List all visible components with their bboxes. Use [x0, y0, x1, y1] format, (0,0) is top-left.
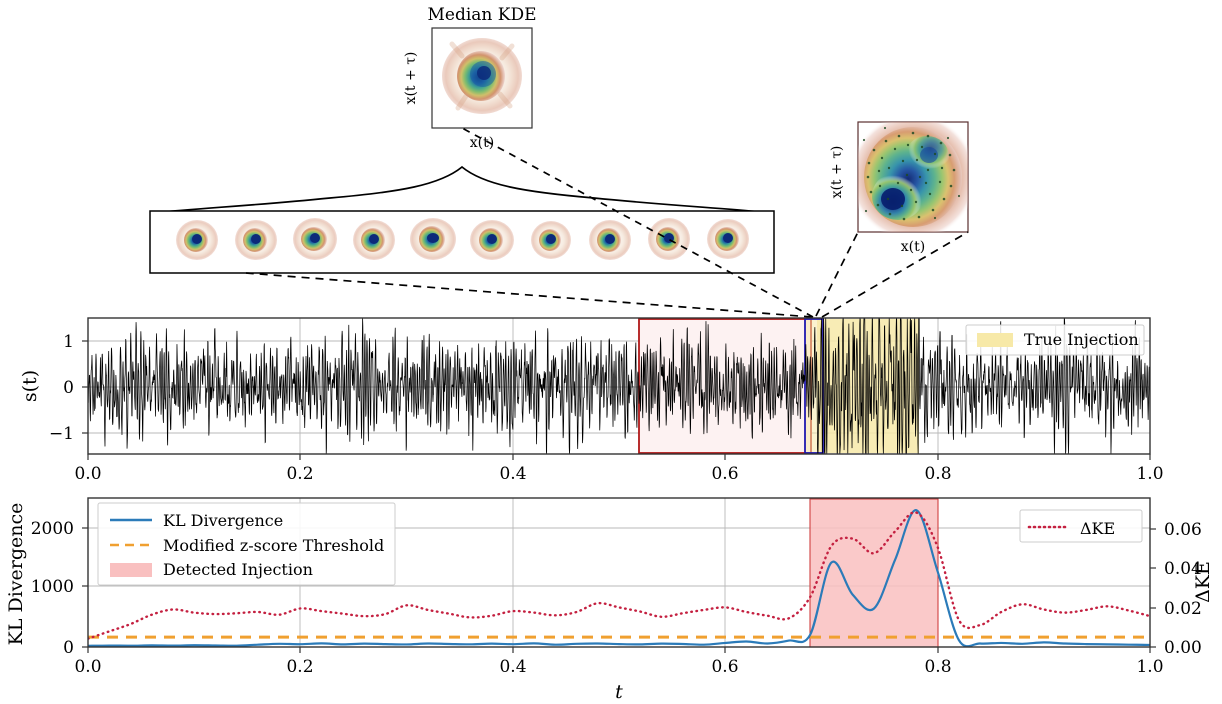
- kl-ytick-2000: 2000: [31, 519, 74, 539]
- kde-strip-item: [176, 220, 218, 260]
- kde-strip-item: [293, 218, 337, 260]
- legend-delta-ke-label: ΔKE: [1080, 519, 1115, 538]
- ke-ytick-004: 0.04: [1164, 559, 1202, 579]
- kl-ytick-0: 0: [63, 638, 74, 658]
- kl-x-ticks: 0.0 0.2 0.4 0.6 0.8 1.0: [74, 647, 1164, 677]
- median-kde-panel: Median KDE x(t) x(t + τ): [403, 5, 537, 151]
- connector-to-window-right: [821, 231, 969, 318]
- kl-legend-left[interactable]: KL Divergence Modified z-score Threshold…: [97, 502, 396, 586]
- kl-xtick-5: 1.0: [1136, 657, 1163, 677]
- kl-axes-frame: [87, 497, 1151, 648]
- signal-xtick-3: 0.6: [711, 464, 738, 484]
- legend-threshold-label: Modified z-score Threshold: [163, 536, 384, 555]
- signal-ytick-0: 0: [63, 378, 74, 398]
- kl-y-ticks-left: 2000 1000 0: [31, 519, 88, 658]
- signal-axes-frame: [87, 317, 1151, 455]
- signal-xtick-4: 0.8: [924, 464, 951, 484]
- kde-strip-panel: [149, 165, 775, 274]
- kl-panel: 2000 1000 0 0.06 0.04 0.02 0.00 0.0 0.2 …: [5, 497, 1214, 703]
- window-kde-xlabel: x(t): [901, 239, 925, 255]
- kl-xtick-1: 0.2: [286, 657, 313, 677]
- kl-xtick-3: 0.6: [711, 657, 738, 677]
- signal-ytick-1: 1: [63, 332, 74, 352]
- legend-detected-label: Detected Injection: [163, 560, 313, 579]
- kde-strip-item: [470, 220, 514, 260]
- signal-xtick-5: 1.0: [1136, 464, 1163, 484]
- signal-x-ticks: 0.0 0.2 0.4 0.6 0.8 1.0: [74, 454, 1164, 484]
- kde-strip-item: [531, 221, 571, 259]
- kl-xtick-0: 0.0: [74, 657, 101, 677]
- window-kde-ylabel: x(t + τ): [829, 146, 845, 199]
- delta-ke-line: [88, 511, 1150, 640]
- signal-ytick-neg1: −1: [49, 424, 74, 444]
- kl-xlabel: t: [615, 681, 623, 703]
- kde-strip-item: [235, 220, 277, 260]
- kde-strip-items: [176, 218, 749, 260]
- ke-ytick-002: 0.02: [1164, 599, 1202, 619]
- kl-ylabel-right: ΔKE: [1192, 561, 1214, 603]
- median-kde-ylabel: x(t + τ): [403, 52, 419, 105]
- kde-strip-item: [589, 220, 631, 260]
- signal-legend[interactable]: True Injection: [965, 324, 1145, 356]
- median-kde-density: [442, 38, 522, 114]
- curly-brace: [151, 165, 773, 214]
- kl-xtick-4: 0.8: [924, 657, 951, 677]
- kl-legend-right-box: [1019, 509, 1143, 543]
- kl-ylabel-left: KL Divergence: [5, 503, 27, 646]
- signal-panel: 1 0 −1 0.0 0.2 0.4 0.6 0.8 1.0 s(t) True…: [19, 317, 1164, 484]
- signal-xtick-0: 0.0: [74, 464, 101, 484]
- window-kde-scatter: [862, 126, 961, 221]
- window-kde-density: [858, 122, 968, 232]
- median-kde-xlabel: x(t): [470, 135, 494, 151]
- signal-xtick-1: 0.2: [286, 464, 313, 484]
- ke-ytick-006: 0.06: [1164, 520, 1202, 540]
- kl-legend-right[interactable]: ΔKE: [1019, 509, 1143, 543]
- kde-strip-item: [648, 218, 690, 260]
- connector-to-strip: [245, 272, 813, 318]
- kl-legend-left-box: [97, 502, 396, 586]
- detected-injection-span: [809, 498, 939, 648]
- median-kde-title: Median KDE: [427, 5, 536, 25]
- connector-lines: [245, 127, 969, 318]
- signal-legend-label: True Injection: [1024, 330, 1139, 349]
- signal-y-ticks: 1 0 −1: [49, 332, 88, 444]
- kl-ytick-1000: 1000: [31, 577, 74, 597]
- kl-y-ticks-right: 0.06 0.04 0.02 0.00: [1150, 520, 1202, 658]
- ke-ytick-000: 0.00: [1164, 638, 1202, 658]
- connector-to-window-left: [815, 231, 859, 317]
- window-kde-panel: x(t) x(t + τ): [829, 121, 969, 255]
- legend-kl-label: KL Divergence: [163, 511, 283, 530]
- kde-strip-item: [410, 218, 456, 260]
- legend-detected-patch-swatch: [110, 563, 152, 577]
- signal-xtick-2: 0.4: [499, 464, 526, 484]
- signal-legend-box: [965, 324, 1145, 356]
- signal-trace: [88, 318, 1150, 454]
- kde-strip-item: [353, 220, 395, 260]
- kde-strip-item: [707, 219, 749, 259]
- signal-ylabel: s(t): [19, 370, 41, 402]
- kl-xtick-2: 0.4: [499, 657, 526, 677]
- kl-divergence-line: [88, 509, 1150, 647]
- connector-to-median: [461, 127, 814, 318]
- true-injection-swatch: [977, 333, 1013, 347]
